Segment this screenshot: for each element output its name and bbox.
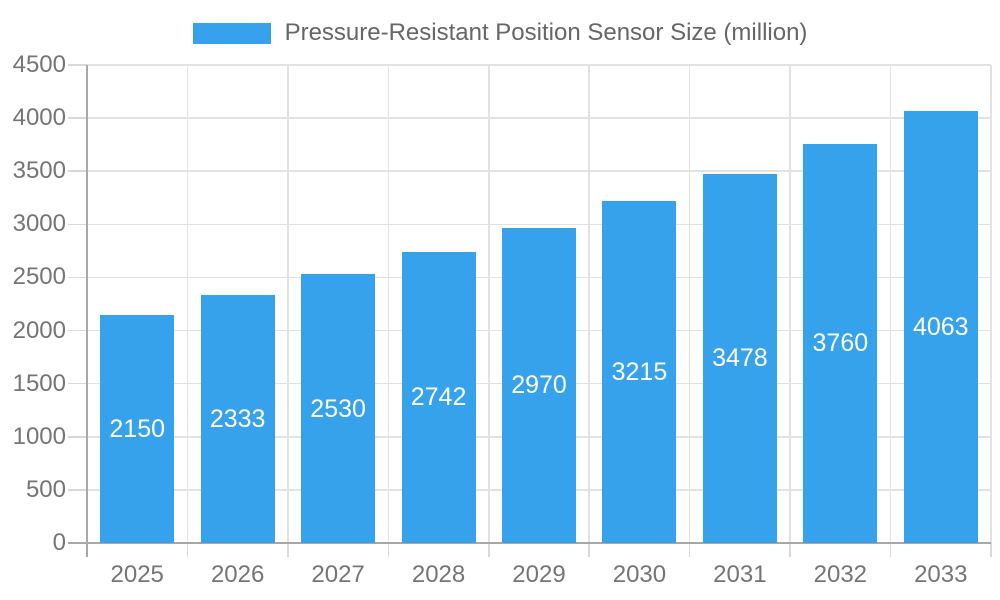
x-axis-label: 2033 <box>914 561 968 588</box>
x-gridline <box>186 65 189 543</box>
x-axis-label: 2029 <box>512 561 566 588</box>
x-gridline <box>889 65 892 543</box>
bar-value-label: 2530 <box>310 394 366 423</box>
x-axis-tick <box>889 543 892 557</box>
y-axis-tick <box>68 276 87 279</box>
y-gridline <box>87 64 991 66</box>
bar-value-label: 3760 <box>812 329 869 358</box>
x-axis-tick <box>588 543 590 557</box>
bar-2032[interactable] <box>803 143 878 543</box>
legend-swatch <box>192 22 271 44</box>
x-gridline <box>789 65 791 543</box>
bar-2025[interactable] <box>100 314 175 543</box>
x-axis-tick <box>789 543 791 557</box>
y-axis-label: 3000 <box>12 210 66 238</box>
bar-value-label: 2150 <box>109 414 166 443</box>
x-axis-tick <box>688 543 691 557</box>
y-axis-tick <box>68 489 87 491</box>
y-axis-label: 1500 <box>12 369 66 397</box>
y-axis-label: 3500 <box>12 157 66 185</box>
y-axis-tick <box>68 223 87 226</box>
y-axis-tick <box>68 117 87 119</box>
y-axis-label: 2500 <box>12 263 66 291</box>
x-axis-label: 2028 <box>411 561 466 588</box>
y-gridline <box>87 117 991 119</box>
y-axis-label: 4500 <box>12 51 66 78</box>
y-axis-tick <box>68 436 87 438</box>
x-axis-tick <box>387 543 390 557</box>
x-gridline <box>387 65 390 543</box>
bar-2033[interactable] <box>903 111 978 543</box>
bar-value-label: 2742 <box>410 383 467 412</box>
x-gridline <box>287 65 289 543</box>
bar-2028[interactable] <box>401 251 476 543</box>
x-axis-label: 2025 <box>110 561 164 588</box>
x-gridline <box>688 65 691 543</box>
legend-item[interactable]: Pressure-Resistant Position Sensor Size … <box>0 19 1000 47</box>
x-gridline <box>488 65 490 543</box>
legend-label: Pressure-Resistant Position Sensor Size … <box>284 19 808 46</box>
bar-value-label: 3215 <box>611 358 668 387</box>
y-axis-label: 0 <box>52 529 66 556</box>
bar-value-label: 2333 <box>209 405 266 434</box>
y-axis-tick <box>68 64 87 66</box>
y-gridline <box>87 223 991 226</box>
y-axis-label: 1000 <box>12 422 66 450</box>
y-gridline <box>87 170 991 172</box>
y-axis-tick <box>68 329 87 332</box>
x-gridline <box>588 65 590 543</box>
bar-2029[interactable] <box>502 227 576 543</box>
x-axis-label: 2030 <box>612 561 667 588</box>
bar-2027[interactable] <box>301 274 376 543</box>
y-axis-label: 4000 <box>12 104 66 132</box>
x-axis-label: 2027 <box>311 561 365 588</box>
bar-2030[interactable] <box>602 201 677 543</box>
bar-2026[interactable] <box>200 295 275 543</box>
y-axis-line <box>86 65 88 557</box>
x-axis-label: 2031 <box>713 561 767 588</box>
bar-2031[interactable] <box>702 173 777 543</box>
x-axis-label: 2032 <box>813 561 868 588</box>
y-axis-tick <box>68 382 87 385</box>
bar-value-label: 3478 <box>712 344 768 373</box>
x-gridline <box>990 65 992 543</box>
y-axis-tick <box>68 170 87 172</box>
x-axis-tick <box>990 543 992 557</box>
x-axis-tick <box>186 543 189 557</box>
bar-value-label: 4063 <box>912 313 969 342</box>
bar-value-label: 2970 <box>511 371 567 400</box>
y-axis-label: 2000 <box>12 316 66 344</box>
x-axis-tick <box>287 543 289 557</box>
y-axis-label: 500 <box>25 475 66 503</box>
x-axis-tick <box>488 543 490 557</box>
x-axis-line <box>68 542 991 544</box>
x-axis-label: 2026 <box>210 561 265 588</box>
